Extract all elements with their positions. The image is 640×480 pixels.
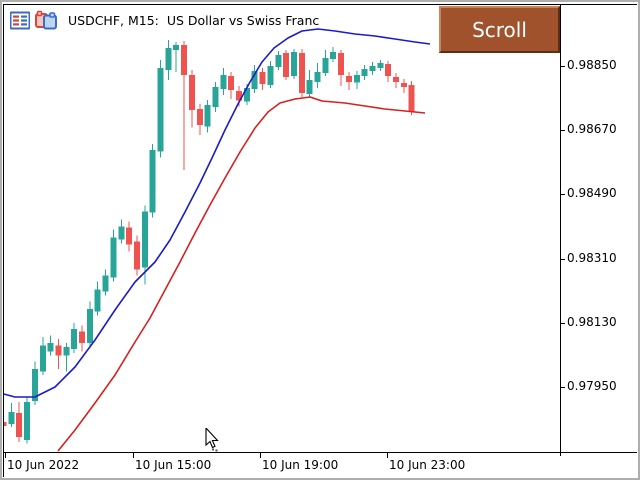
time-label: 10 Jun 15:00: [135, 458, 212, 472]
candle-body: [228, 76, 235, 90]
price-label: 0.98310: [567, 251, 617, 265]
chart-title: USDCHF, M15: US Dollar vs Swiss Franc: [68, 12, 320, 28]
price-label: 0.98670: [567, 122, 617, 136]
price-label: 0.98490: [567, 186, 617, 200]
candle-body: [196, 108, 203, 125]
chart-window-icon: [35, 10, 57, 30]
time-label: 10 Jun 2022: [7, 458, 80, 472]
candle-body: [86, 309, 93, 344]
candle-body: [173, 45, 180, 50]
candle-body: [353, 74, 360, 83]
candle-body: [369, 66, 376, 71]
candle-body: [8, 412, 15, 424]
scroll-button-label: Scroll: [472, 17, 527, 42]
candle-body: [393, 77, 399, 83]
candle-body: [94, 289, 101, 312]
candle-body: [181, 45, 187, 75]
time-label: 10 Jun 19:00: [262, 458, 339, 472]
candle-body: [110, 237, 117, 278]
time-tick: [260, 452, 261, 458]
price-tick: [560, 130, 565, 131]
price-tick: [560, 387, 565, 388]
candle-body: [204, 104, 211, 127]
price-axis-line: [560, 4, 561, 456]
candle-body: [71, 329, 78, 350]
ma-fast-blue-line: [4, 28, 431, 398]
candle-body: [39, 345, 46, 372]
candle-body: [220, 74, 227, 89]
price-tick: [560, 66, 565, 67]
candle-body: [212, 87, 219, 107]
candle-body: [345, 76, 352, 83]
chart-border-left: [3, 4, 4, 477]
candle-body: [259, 72, 266, 84]
price-label: 0.97950: [567, 379, 617, 393]
candle-body: [63, 347, 70, 356]
time-axis-line: [3, 452, 637, 453]
candle-body: [377, 63, 384, 69]
price-label: 0.98130: [567, 315, 617, 329]
candle-body: [385, 64, 392, 76]
candle-body: [314, 72, 321, 83]
candle-body: [165, 48, 172, 70]
chart-border-top: [3, 4, 637, 5]
candle-body: [236, 91, 242, 101]
candle-body: [243, 87, 250, 102]
time-label: 10 Jun 23:00: [389, 458, 466, 472]
price-label: 0.98850: [567, 58, 617, 72]
candle-body: [55, 345, 62, 356]
candle-body: [4, 422, 7, 426]
price-tick: [560, 323, 565, 324]
candle-body: [31, 369, 38, 401]
candle-body: [361, 69, 368, 76]
candle-body: [290, 52, 297, 76]
candle-body: [79, 331, 85, 344]
time-tick: [133, 452, 134, 458]
candle-body: [118, 226, 125, 240]
market-watch-icon: [10, 11, 30, 29]
candle-body: [275, 54, 282, 67]
candle-body: [16, 413, 23, 437]
candle-body: [133, 241, 140, 270]
chart-header: USDCHF, M15: US Dollar vs Swiss Franc: [10, 10, 319, 30]
time-tick: [387, 452, 388, 458]
candle-body: [149, 149, 156, 213]
candle-body: [188, 74, 195, 110]
candle-body: [330, 52, 337, 60]
candle-body: [251, 71, 258, 89]
candle-body: [400, 82, 407, 88]
candle-body: [338, 53, 345, 75]
candle-body: [408, 84, 415, 112]
candle-body: [267, 66, 274, 85]
candle-body: [47, 343, 54, 352]
candle-body: [102, 275, 109, 292]
candle-body: [126, 227, 133, 245]
candle-body: [322, 58, 329, 74]
candle-body: [298, 53, 305, 93]
ma-slow-red-line: [57, 96, 426, 452]
scroll-button[interactable]: Scroll: [439, 6, 560, 53]
time-tick: [5, 452, 6, 458]
candle-body: [283, 53, 290, 78]
candle-body: [24, 402, 30, 440]
candle-body: [141, 211, 148, 268]
candle-body: [306, 79, 313, 94]
candle-body: [157, 68, 164, 152]
price-tick: [560, 194, 565, 195]
price-tick: [560, 259, 565, 260]
